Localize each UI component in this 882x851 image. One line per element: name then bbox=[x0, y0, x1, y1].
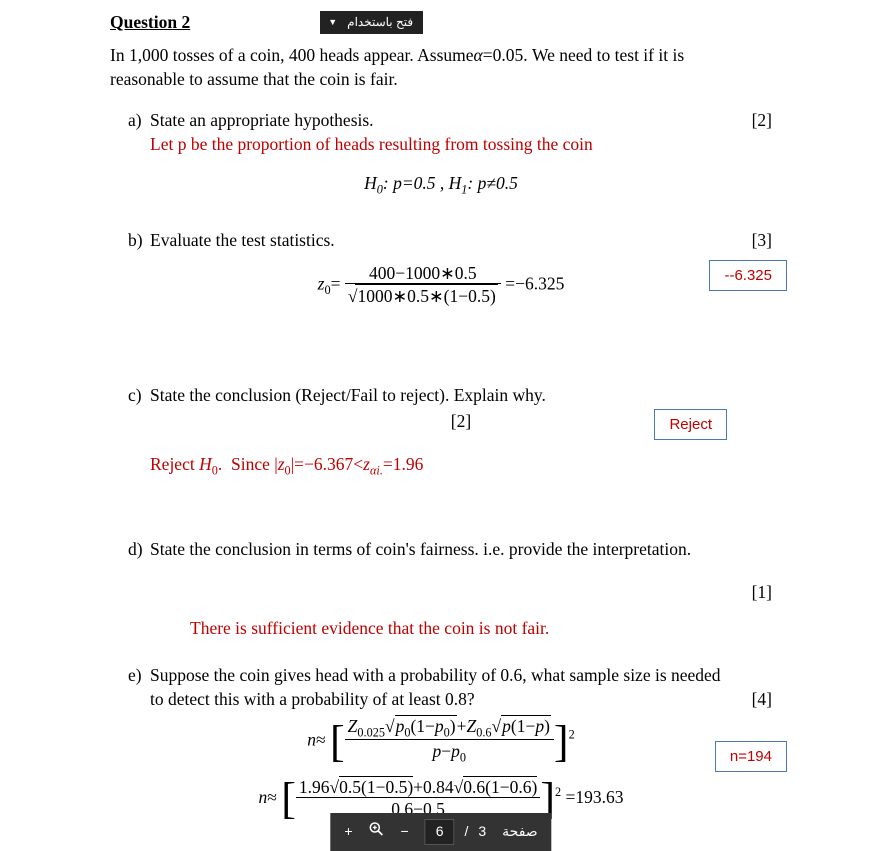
part-d-marks: [1] bbox=[752, 582, 772, 602]
open-with-dropdown[interactable]: ▼ فتح باستخدام bbox=[320, 11, 423, 34]
part-c: c) State the conclusion (Reject/Fail to … bbox=[110, 383, 772, 434]
zoom-in-button[interactable]: + bbox=[344, 822, 352, 842]
part-c-label: c) bbox=[128, 383, 142, 408]
part-c-marks: [2] bbox=[451, 411, 471, 431]
part-a-marks: [2] bbox=[752, 108, 772, 133]
part-e: e) Suppose the coin gives head with a pr… bbox=[110, 663, 772, 712]
part-a: a) State an appropriate hypothesis. [2] … bbox=[110, 108, 772, 157]
part-b: b) Evaluate the test statistics. [3] --6… bbox=[110, 228, 772, 253]
page-label: صفحة bbox=[502, 822, 538, 842]
chevron-down-icon: ▼ bbox=[328, 16, 337, 29]
part-c-solution: Reject H0. Since |z0|=−6.367<zαi.=1.96 bbox=[110, 452, 772, 480]
part-d: d) State the conclusion in terms of coin… bbox=[110, 537, 772, 604]
part-b-label: b) bbox=[128, 228, 143, 253]
part-d-label: d) bbox=[128, 537, 143, 562]
part-e-marks: [4] bbox=[752, 687, 772, 712]
pdf-toolbar: + − 6 / 3 صفحة bbox=[330, 813, 551, 851]
part-b-marks: [3] bbox=[752, 228, 772, 253]
zoom-out-button[interactable]: − bbox=[401, 822, 409, 842]
part-e-line2: to detect this with a probability of at … bbox=[150, 689, 475, 709]
current-page-input[interactable]: 6 bbox=[425, 819, 455, 845]
part-a-text: State an appropriate hypothesis. bbox=[150, 110, 374, 130]
part-c-answer-box: Reject bbox=[654, 409, 727, 440]
total-pages: 3 bbox=[478, 822, 486, 842]
z-statistic-equation: z0= 400−1000∗0.5 √1000∗0.5∗(1−0.5) =−6.3… bbox=[110, 263, 772, 308]
part-b-text: Evaluate the test statistics. bbox=[150, 230, 335, 250]
question-title: Question 2 bbox=[110, 10, 190, 35]
part-a-label: a) bbox=[128, 108, 142, 133]
part-e-label: e) bbox=[128, 663, 142, 688]
question-intro: In 1,000 tosses of a coin, 400 heads app… bbox=[110, 43, 772, 92]
part-c-text: State the conclusion (Reject/Fail to rej… bbox=[150, 385, 546, 405]
sample-size-formula: n≈ [ Z0.025√p0(1−p0)+Z0.6√p(1−p) p−p0 ] … bbox=[110, 716, 772, 767]
part-d-solution: There is sufficient evidence that the co… bbox=[110, 616, 772, 641]
part-e-line1: Suppose the coin gives head with a proba… bbox=[150, 665, 721, 685]
part-b-answer-box: --6.325 bbox=[709, 260, 787, 291]
page-indicator: 6 / 3 bbox=[425, 819, 486, 845]
part-e-answer-box: n=194 bbox=[715, 741, 787, 772]
part-d-text: State the conclusion in terms of coin's … bbox=[150, 539, 691, 559]
zoom-icon[interactable] bbox=[369, 821, 385, 843]
hypothesis-equation: H0: p=0.5 , H1: p≠0.5 bbox=[110, 171, 772, 199]
dropdown-label: فتح باستخدام bbox=[347, 14, 413, 31]
part-a-solution: Let p be the proportion of heads resulti… bbox=[150, 134, 593, 154]
